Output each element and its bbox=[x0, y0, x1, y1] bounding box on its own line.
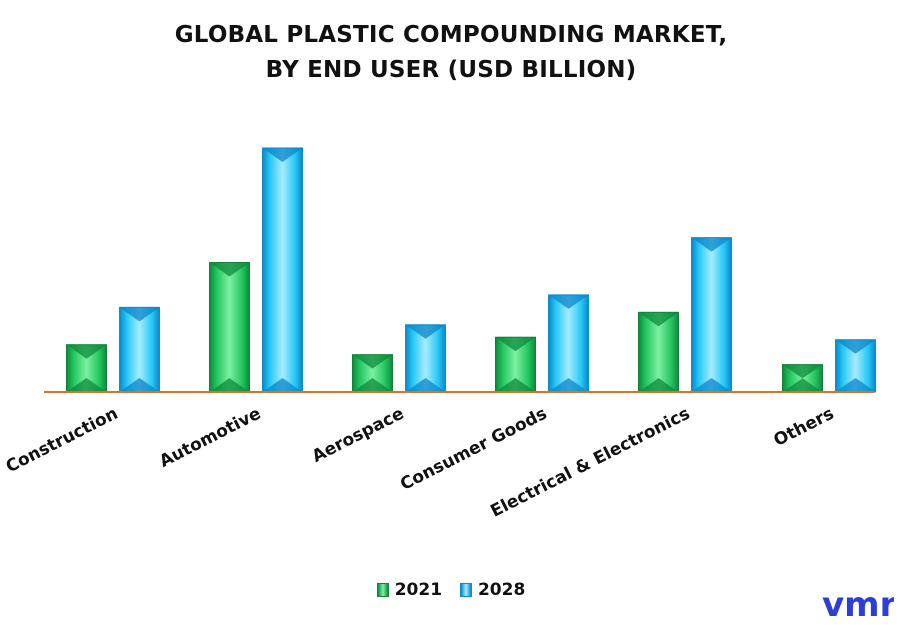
bar-construction-2028 bbox=[119, 306, 160, 393]
bar-electrical-electronics-2021 bbox=[638, 311, 679, 393]
vmr-logo-icon: vmr bbox=[822, 588, 894, 622]
bar-others-2021 bbox=[782, 364, 823, 393]
legend-item-2021: 2021 bbox=[376, 580, 443, 600]
bar-automotive-2021 bbox=[209, 262, 250, 393]
x-tick-label: Automotive bbox=[156, 404, 264, 472]
bar-others-2028 bbox=[835, 339, 876, 393]
bar-construction-2021 bbox=[66, 344, 107, 393]
x-tick-label: Aerospace bbox=[309, 404, 407, 467]
chart-title: GLOBAL PLASTIC COMPOUNDING MARKET, bbox=[174, 22, 728, 48]
legend-item-2028: 2028 bbox=[459, 580, 526, 600]
legend: 2021 2028 bbox=[0, 580, 902, 602]
x-tick-label: Consumer Goods bbox=[397, 404, 550, 495]
bar-electrical-electronics-2028 bbox=[691, 237, 732, 393]
x-tick-label: Construction bbox=[3, 404, 122, 478]
plot-area: Construction Automotive AerospaceConsumer … bbox=[3, 147, 876, 522]
bar-aerospace-2028 bbox=[405, 324, 446, 393]
legend-label-2021: 2021 bbox=[394, 580, 443, 600]
svg-text:vmr: vmr bbox=[822, 588, 894, 622]
bar-automotive-2028 bbox=[262, 147, 303, 393]
x-tick-label: Others bbox=[771, 404, 838, 451]
bar-consumer-goods-2021 bbox=[495, 336, 536, 393]
chart-subtitle: BY END USER (USD BILLION) bbox=[265, 57, 637, 83]
bar-aerospace-2021 bbox=[352, 354, 393, 393]
legend-swatch-2028 bbox=[459, 583, 472, 597]
bar-consumer-goods-2028 bbox=[548, 294, 589, 393]
legend-label-2028: 2028 bbox=[477, 580, 526, 600]
legend-swatch-2021 bbox=[376, 583, 389, 597]
